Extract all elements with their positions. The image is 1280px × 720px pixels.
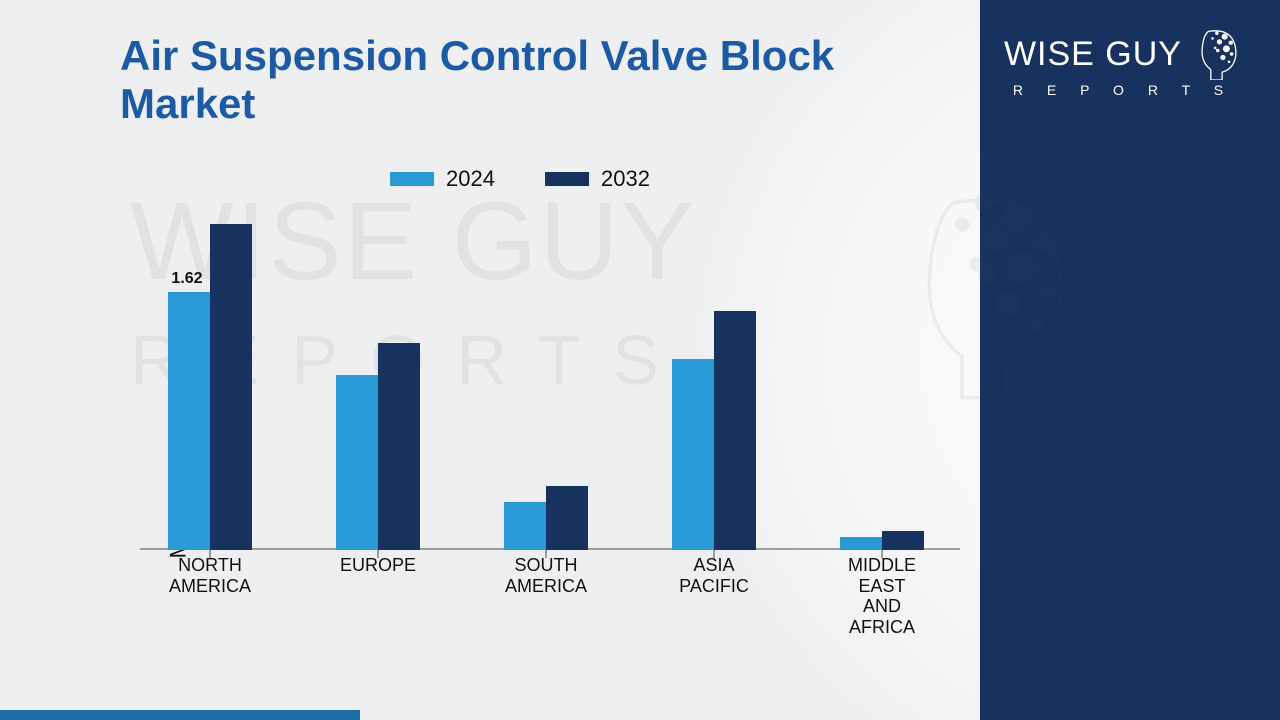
- brand-subtitle: R E P O R T S: [1004, 82, 1242, 98]
- decorative-bottom-bar: [0, 710, 360, 720]
- bar-2024: [504, 502, 546, 550]
- chart-title: Air Suspension Control Valve Block Marke…: [120, 32, 880, 129]
- bar-group: [318, 343, 438, 550]
- bar-2032: [882, 531, 924, 550]
- plot-area: 1.62: [140, 200, 960, 550]
- bar-2024: [840, 537, 882, 550]
- bar-group: [654, 311, 774, 550]
- bar-2024: [672, 359, 714, 550]
- x-category-label: ASIA PACIFIC: [644, 555, 784, 596]
- x-category-label: EUROPE: [308, 555, 448, 576]
- bar-2032: [546, 486, 588, 550]
- legend-label-2024: 2024: [446, 166, 495, 192]
- infographic-canvas: WISE GUY REPORTS WISE GUY R E P O R T: [0, 0, 1280, 720]
- bar-group: [486, 486, 606, 550]
- brand-logo: WISE GUY R E P O R T S: [1004, 28, 1242, 98]
- legend-item-2024: 2024: [390, 166, 495, 192]
- bar-2024: [336, 375, 378, 550]
- x-category-label: NORTH AMERICA: [140, 555, 280, 596]
- legend-item-2032: 2032: [545, 166, 650, 192]
- legend-swatch-2032: [545, 172, 589, 186]
- bar-group: [822, 531, 942, 550]
- bar-value-label: 1.62: [166, 270, 208, 292]
- bar-chart: Market Size in USD Billion 2024 2032 1.6…: [60, 160, 980, 700]
- bar-2032: [210, 224, 252, 550]
- legend-swatch-2024: [390, 172, 434, 186]
- x-category-label: MIDDLE EAST AND AFRICA: [812, 555, 952, 638]
- legend-label-2032: 2032: [601, 166, 650, 192]
- bar-2032: [378, 343, 420, 550]
- bar-2032: [714, 311, 756, 550]
- x-category-label: SOUTH AMERICA: [476, 555, 616, 596]
- bar-group: 1.62: [150, 224, 270, 550]
- brand-name: WISE GUY: [1004, 35, 1182, 74]
- chart-legend: 2024 2032: [390, 166, 650, 192]
- bar-2024: 1.62: [168, 292, 210, 550]
- brand-head-icon: [1190, 28, 1242, 80]
